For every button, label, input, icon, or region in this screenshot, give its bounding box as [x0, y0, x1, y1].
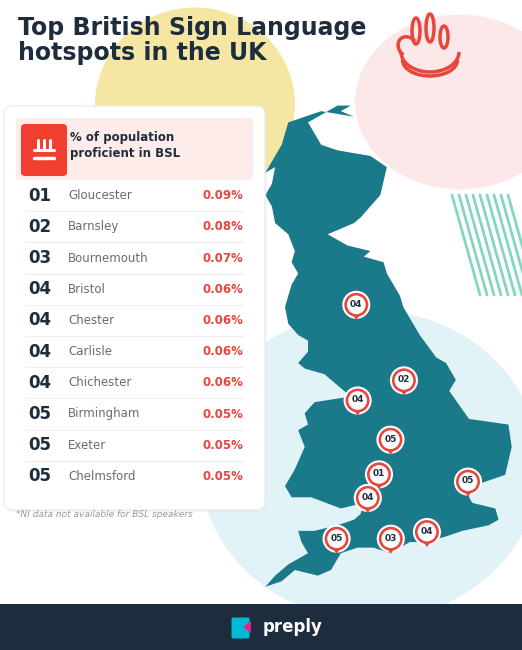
Text: Birmingham: Birmingham	[68, 408, 140, 421]
Text: Chichester: Chichester	[68, 376, 132, 389]
Text: Chester: Chester	[68, 314, 114, 327]
Text: 02: 02	[28, 218, 52, 236]
Text: 05: 05	[384, 434, 397, 443]
Text: 0.09%: 0.09%	[202, 189, 243, 202]
Polygon shape	[361, 503, 375, 513]
Text: 04: 04	[362, 493, 374, 502]
FancyBboxPatch shape	[16, 118, 253, 180]
Circle shape	[395, 371, 413, 390]
Circle shape	[345, 387, 371, 413]
FancyBboxPatch shape	[4, 106, 265, 510]
Text: Gloucester: Gloucester	[68, 189, 132, 202]
Text: 04: 04	[351, 395, 364, 404]
Text: Chelmsford: Chelmsford	[68, 470, 136, 483]
Text: 03: 03	[385, 534, 397, 543]
FancyBboxPatch shape	[6, 108, 267, 512]
Circle shape	[355, 485, 381, 511]
Text: hotspots in the UK: hotspots in the UK	[18, 41, 267, 65]
Circle shape	[347, 296, 365, 314]
Circle shape	[455, 469, 481, 495]
FancyBboxPatch shape	[231, 618, 250, 638]
Circle shape	[378, 526, 404, 552]
Text: 04: 04	[350, 300, 363, 309]
Polygon shape	[420, 537, 434, 547]
Circle shape	[370, 465, 388, 484]
Text: 0.07%: 0.07%	[202, 252, 243, 265]
Polygon shape	[397, 385, 411, 395]
Polygon shape	[372, 480, 386, 489]
Bar	[0, 604, 522, 650]
Circle shape	[414, 519, 440, 545]
Text: 0.05%: 0.05%	[202, 408, 243, 421]
Ellipse shape	[355, 14, 522, 190]
Text: 05: 05	[29, 436, 52, 454]
Text: 03: 03	[28, 249, 52, 267]
Circle shape	[327, 529, 346, 548]
Text: proficient in BSL: proficient in BSL	[70, 148, 180, 161]
Text: Bournemouth: Bournemouth	[68, 252, 149, 265]
Ellipse shape	[95, 8, 295, 203]
Text: 0.06%: 0.06%	[202, 376, 243, 389]
Text: 05: 05	[29, 405, 52, 423]
Text: 04: 04	[28, 311, 52, 330]
Circle shape	[391, 367, 417, 393]
Polygon shape	[243, 621, 251, 633]
Circle shape	[377, 426, 404, 452]
Text: 04: 04	[28, 280, 52, 298]
Polygon shape	[349, 310, 363, 320]
Text: Top British Sign Language: Top British Sign Language	[18, 16, 366, 40]
Text: 01: 01	[29, 187, 52, 205]
Circle shape	[348, 391, 367, 410]
Polygon shape	[461, 487, 475, 497]
Polygon shape	[350, 406, 365, 415]
Circle shape	[381, 430, 400, 449]
Circle shape	[382, 529, 400, 548]
Circle shape	[324, 526, 350, 552]
Text: 04: 04	[421, 527, 433, 536]
Text: *NI data not available for BSL speakers: *NI data not available for BSL speakers	[16, 510, 193, 519]
Text: Carlisle: Carlisle	[68, 345, 112, 358]
Text: 0.06%: 0.06%	[202, 283, 243, 296]
Text: 05: 05	[29, 467, 52, 486]
Circle shape	[459, 473, 478, 491]
Text: Bristol: Bristol	[68, 283, 106, 296]
Polygon shape	[383, 445, 398, 454]
Text: preply: preply	[263, 618, 323, 636]
Circle shape	[418, 523, 436, 541]
Polygon shape	[384, 544, 398, 554]
Ellipse shape	[200, 310, 522, 620]
Text: 0.05%: 0.05%	[202, 439, 243, 452]
Text: 0.05%: 0.05%	[202, 470, 243, 483]
Text: 0.08%: 0.08%	[202, 220, 243, 233]
Text: 05: 05	[462, 476, 474, 486]
Polygon shape	[265, 105, 512, 587]
Circle shape	[366, 462, 392, 488]
Text: 0.06%: 0.06%	[202, 345, 243, 358]
Text: % of population: % of population	[70, 131, 174, 144]
Text: 01: 01	[373, 469, 385, 478]
Text: 02: 02	[398, 375, 410, 384]
Text: 0.06%: 0.06%	[202, 314, 243, 327]
Text: 04: 04	[28, 343, 52, 361]
Text: Exeter: Exeter	[68, 439, 106, 452]
Circle shape	[359, 489, 377, 507]
Text: 05: 05	[330, 534, 343, 543]
FancyBboxPatch shape	[21, 124, 67, 176]
Text: 04: 04	[28, 374, 52, 392]
Polygon shape	[329, 544, 343, 554]
Text: Barnsley: Barnsley	[68, 220, 120, 233]
Circle shape	[343, 292, 369, 318]
